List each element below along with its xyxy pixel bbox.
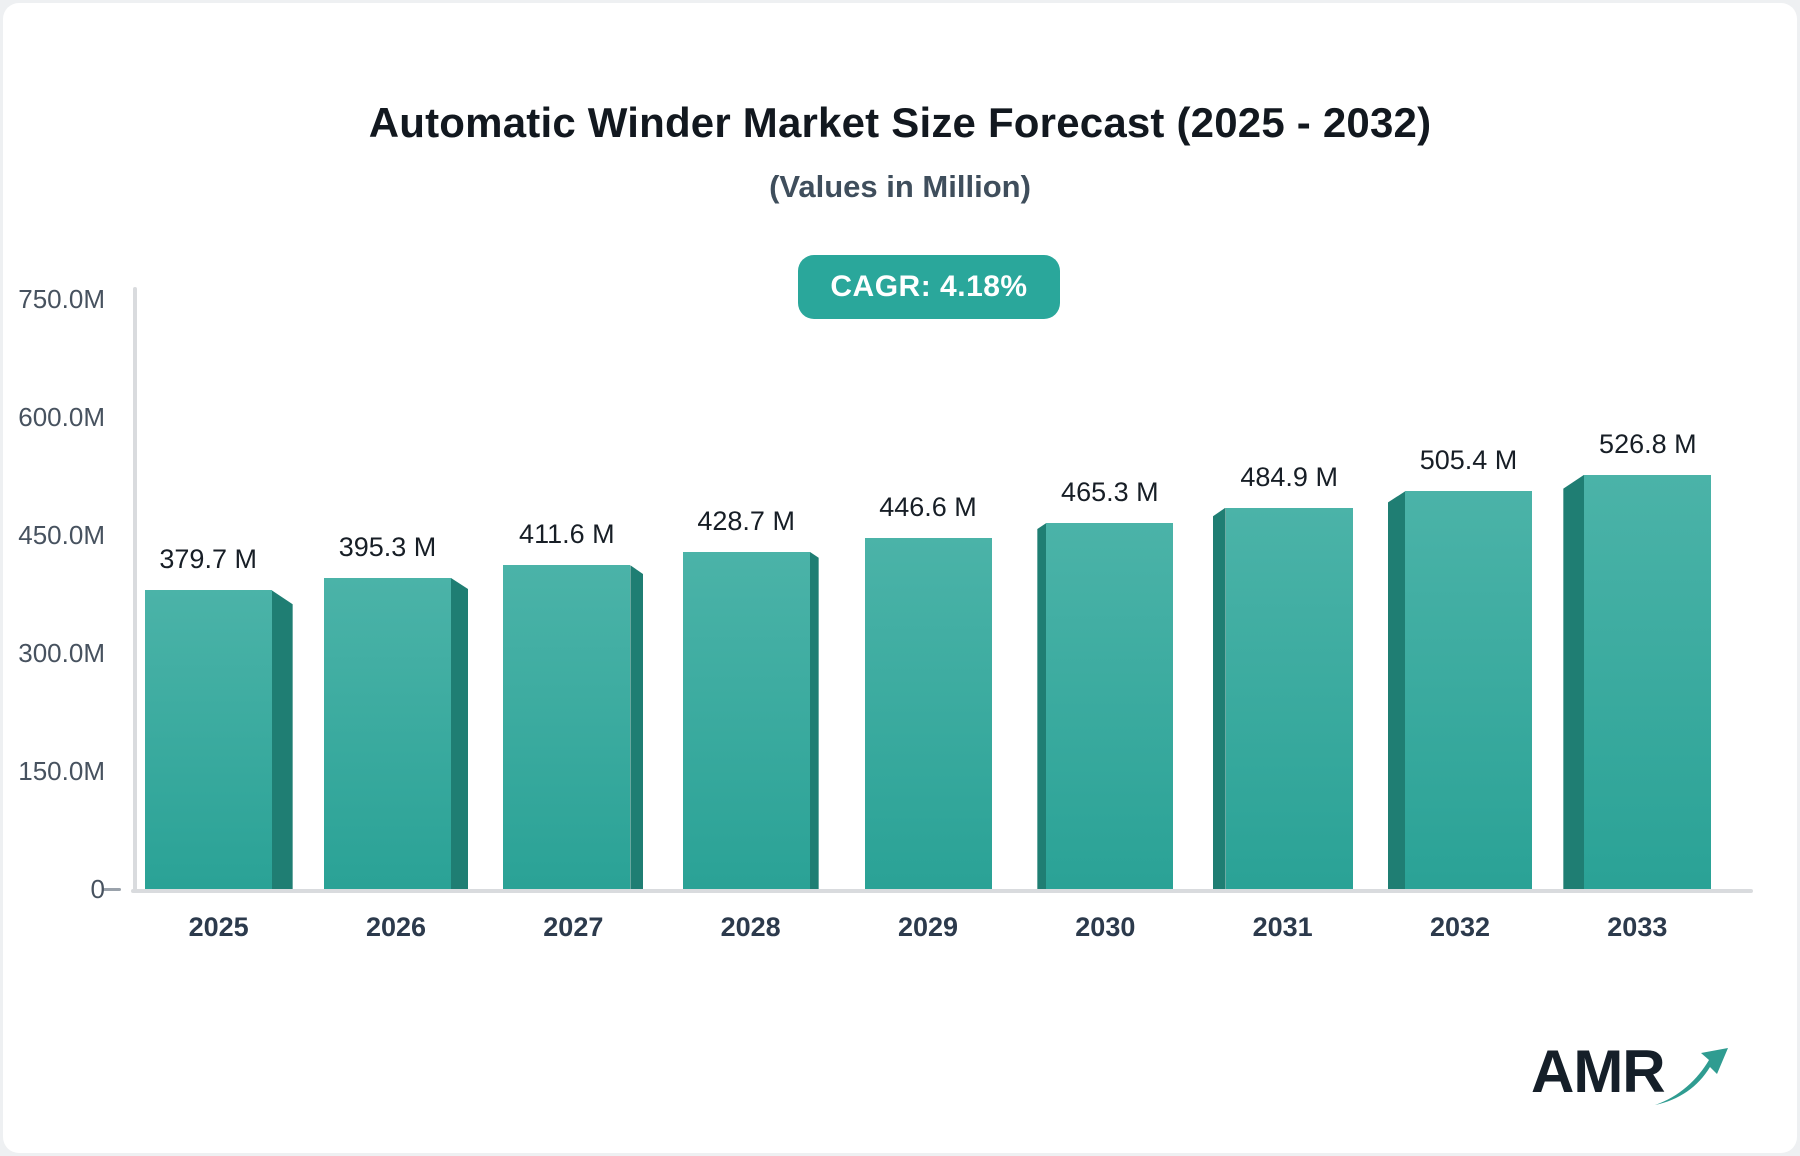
y-tick-label: 750.0M [18, 284, 105, 314]
bar-face [864, 537, 992, 889]
bar-2033 [1563, 474, 1712, 889]
bar-value-label: 484.9 M [1240, 461, 1338, 492]
bar-face [324, 578, 451, 889]
x-tick-label-2033: 2033 [1607, 912, 1668, 942]
y-tick-label: 450.0M [18, 520, 105, 550]
bar-2029 [864, 537, 992, 889]
x-tick-label-2030: 2030 [1075, 912, 1136, 942]
cagr-badge: CAGR: 4.18% [798, 255, 1060, 319]
cagr-badge-label: CAGR: 4.18% [830, 270, 1028, 303]
bar-value-label: 428.7 M [697, 505, 795, 536]
y-tick-label: 600.0M [18, 402, 105, 432]
amr-logo: AMR [1531, 1033, 1735, 1111]
bar-2031 [1212, 507, 1353, 889]
bar-value-label: 395.3 M [338, 532, 437, 563]
bar-value-label: 411.6 M [519, 519, 615, 550]
x-axis-labels: 2025 2026 2027 2028 2029 2030 2031 2032 2033 [130, 907, 1726, 947]
bar-side-panel [1388, 491, 1405, 889]
chart-card: Automatic Winder Market Size Forecast (2… [3, 3, 1797, 1153]
y-tick-label: 300.0M [18, 638, 105, 668]
bar-value-label: 505.4 M [1419, 445, 1518, 476]
bar-2032 [1388, 491, 1532, 889]
bar-value-label: 465.3 M [1061, 476, 1159, 507]
bar-side-panel [1037, 522, 1047, 889]
chart-title: Automatic Winder Market Size Forecast (2… [368, 99, 1432, 146]
plot-area: 379.7 M 395.3 M 411.6 M 428.7 M 446.6 M 465.3… [130, 299, 1726, 889]
bar-face [1584, 474, 1712, 889]
bar-face [1046, 522, 1174, 889]
bar-side-panel [271, 590, 293, 889]
x-tick-label-2025: 2025 [188, 912, 249, 942]
x-tick-label-2028: 2028 [720, 912, 781, 942]
x-tick-label-2026: 2026 [365, 912, 427, 942]
bar-side-panel [630, 565, 644, 889]
y-axis-line [133, 287, 137, 891]
y-tick-label: 0 [90, 874, 105, 904]
amr-logo-text: AMR [1531, 1038, 1666, 1105]
bar-value-label: 379.7 M [159, 544, 257, 575]
bar-side-panel [1212, 507, 1226, 889]
bar-2028 [682, 551, 819, 889]
bar-2025 [144, 590, 293, 889]
bar-2026 [324, 578, 468, 889]
bar-value-label: 526.8 M [1599, 428, 1697, 459]
x-tick-label-2027: 2027 [543, 912, 604, 942]
bar-side-panel [809, 551, 819, 889]
chart-subtitle: (Values in Million) [769, 169, 1031, 204]
bar-side-panel [451, 578, 468, 889]
bar-value-label: 446.6 M [879, 491, 977, 522]
bar-face [144, 590, 272, 889]
zero-tick-mark [103, 888, 121, 891]
bar-face [503, 565, 631, 889]
x-tick-label-2031: 2031 [1252, 912, 1313, 942]
x-tick-label-2029: 2029 [897, 912, 959, 942]
growth-arrow-icon [1654, 1048, 1728, 1105]
x-tick-label-2032: 2032 [1429, 912, 1491, 942]
y-tick-label: 150.0M [18, 756, 105, 786]
bar-face [1405, 491, 1532, 889]
x-axis-line [131, 889, 1753, 893]
bar-face [682, 551, 810, 889]
bar-side-panel [1563, 474, 1585, 889]
bar-face [1225, 507, 1353, 889]
bar-2027 [503, 565, 644, 889]
bar-2030 [1037, 522, 1174, 889]
